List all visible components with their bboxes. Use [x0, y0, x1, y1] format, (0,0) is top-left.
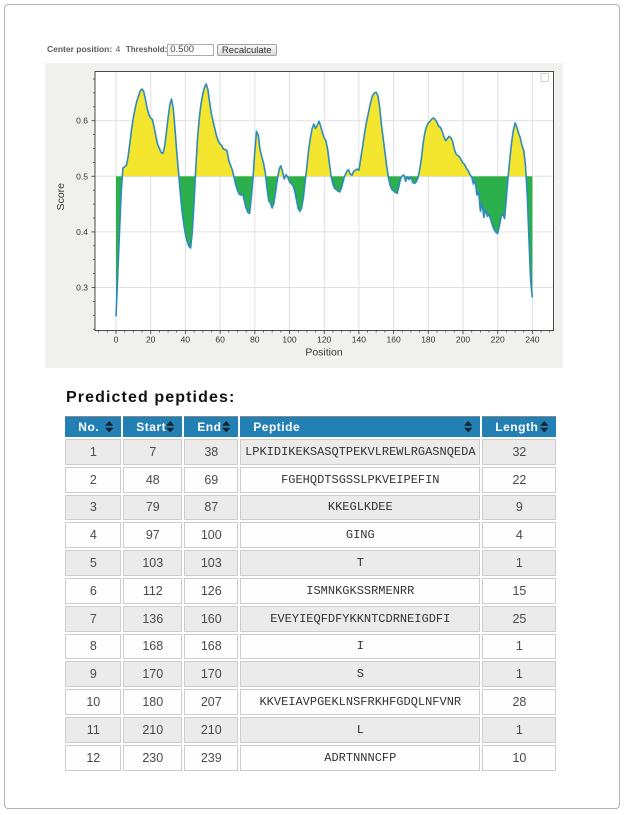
svg-text:140: 140 — [352, 335, 366, 345]
svg-text:Position: Position — [305, 347, 343, 359]
svg-text:Score: Score — [55, 183, 67, 211]
svg-text:60: 60 — [215, 335, 225, 345]
svg-text:0.4: 0.4 — [76, 227, 88, 237]
svg-text:100: 100 — [282, 335, 296, 345]
svg-text:180: 180 — [421, 335, 435, 345]
svg-text:200: 200 — [456, 335, 470, 345]
svg-text:0.3: 0.3 — [76, 283, 88, 293]
svg-text:0: 0 — [114, 335, 119, 345]
svg-text:0.6: 0.6 — [76, 116, 88, 126]
svg-text:160: 160 — [387, 335, 401, 345]
svg-text:220: 220 — [491, 335, 505, 345]
svg-text:120: 120 — [317, 335, 331, 345]
svg-text:240: 240 — [525, 335, 539, 345]
svg-text:80: 80 — [250, 335, 260, 345]
svg-text:20: 20 — [146, 335, 156, 345]
svg-text:0.5: 0.5 — [76, 171, 88, 181]
svg-text:40: 40 — [181, 335, 191, 345]
